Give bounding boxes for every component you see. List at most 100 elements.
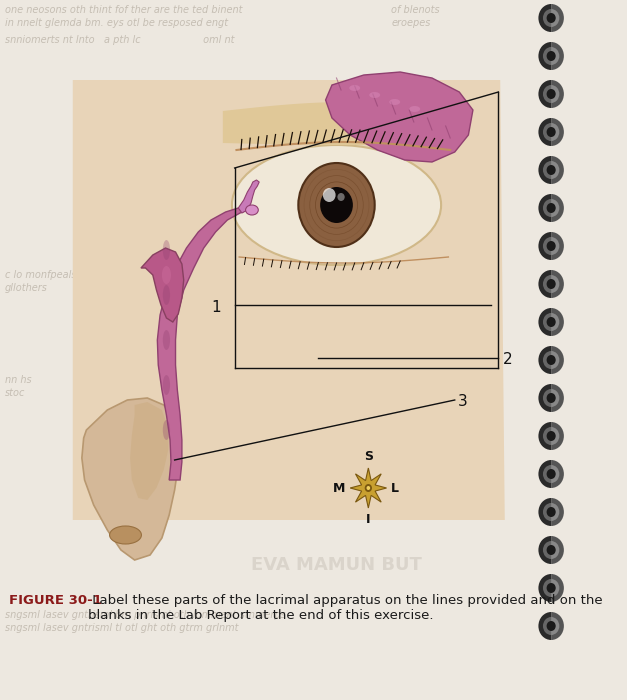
Wedge shape bbox=[539, 460, 551, 488]
Text: ye ots  h leninoths, no: ye ots h leninoths, no bbox=[232, 388, 340, 398]
Wedge shape bbox=[551, 80, 564, 108]
Wedge shape bbox=[539, 156, 551, 184]
Wedge shape bbox=[543, 161, 551, 179]
Circle shape bbox=[547, 51, 556, 61]
Text: EVA MAMUN BUT: EVA MAMUN BUT bbox=[251, 556, 422, 574]
Circle shape bbox=[547, 203, 556, 213]
Wedge shape bbox=[543, 199, 551, 217]
Wedge shape bbox=[551, 270, 564, 298]
Wedge shape bbox=[543, 503, 551, 521]
Text: sngsml lasev gntrisml tl otl ght oth gtrm grlnmt: sngsml lasev gntrisml tl otl ght oth gtr… bbox=[4, 623, 238, 633]
Ellipse shape bbox=[163, 420, 170, 440]
Wedge shape bbox=[543, 9, 551, 27]
Circle shape bbox=[547, 127, 556, 137]
Text: thl: thl bbox=[436, 375, 450, 385]
Wedge shape bbox=[539, 422, 551, 450]
Wedge shape bbox=[551, 427, 559, 445]
Ellipse shape bbox=[163, 240, 170, 260]
Polygon shape bbox=[157, 208, 248, 480]
Circle shape bbox=[547, 13, 556, 23]
Wedge shape bbox=[539, 346, 551, 374]
Wedge shape bbox=[551, 161, 559, 179]
Text: FIGURE 30-1: FIGURE 30-1 bbox=[9, 594, 102, 607]
Circle shape bbox=[547, 507, 556, 517]
Circle shape bbox=[320, 187, 353, 223]
Text: L: L bbox=[391, 482, 399, 494]
Text: snniomerts nt lnto   a pth lc                    oml nt: snniomerts nt lnto a pth lc oml nt bbox=[4, 35, 234, 45]
Text: of blenots: of blenots bbox=[391, 5, 440, 15]
Wedge shape bbox=[543, 465, 551, 483]
Ellipse shape bbox=[163, 375, 170, 395]
Wedge shape bbox=[551, 503, 559, 521]
Wedge shape bbox=[543, 123, 551, 141]
Wedge shape bbox=[539, 4, 551, 32]
Circle shape bbox=[547, 279, 556, 289]
Wedge shape bbox=[551, 617, 559, 635]
Wedge shape bbox=[539, 536, 551, 564]
Wedge shape bbox=[543, 541, 551, 559]
Ellipse shape bbox=[163, 330, 170, 350]
Circle shape bbox=[547, 241, 556, 251]
Ellipse shape bbox=[232, 145, 441, 265]
Polygon shape bbox=[73, 80, 505, 520]
Text: 2: 2 bbox=[503, 353, 513, 368]
Text: gllothers: gllothers bbox=[4, 283, 48, 293]
Polygon shape bbox=[325, 72, 473, 162]
Wedge shape bbox=[539, 308, 551, 336]
Polygon shape bbox=[82, 398, 179, 560]
Polygon shape bbox=[350, 468, 386, 508]
Wedge shape bbox=[551, 85, 559, 103]
Wedge shape bbox=[539, 270, 551, 298]
Wedge shape bbox=[551, 123, 559, 141]
Wedge shape bbox=[539, 42, 551, 70]
Text: nt no smote any longt thl: nt no smote any longt thl bbox=[232, 375, 356, 385]
Wedge shape bbox=[543, 351, 551, 369]
Text: stoc: stoc bbox=[4, 388, 25, 398]
Wedge shape bbox=[539, 612, 551, 640]
Circle shape bbox=[323, 188, 335, 202]
Circle shape bbox=[547, 583, 556, 593]
Circle shape bbox=[367, 486, 370, 490]
Ellipse shape bbox=[163, 285, 170, 305]
Ellipse shape bbox=[246, 205, 258, 215]
Wedge shape bbox=[551, 536, 564, 564]
Wedge shape bbox=[543, 275, 551, 293]
Wedge shape bbox=[543, 427, 551, 445]
Wedge shape bbox=[551, 422, 564, 450]
Text: M: M bbox=[333, 482, 345, 494]
Wedge shape bbox=[543, 579, 551, 597]
Ellipse shape bbox=[349, 85, 360, 91]
Wedge shape bbox=[551, 389, 559, 407]
Text: e9TT ybhst2: e9TT ybhst2 bbox=[282, 325, 394, 343]
Circle shape bbox=[298, 163, 375, 247]
Wedge shape bbox=[551, 237, 559, 255]
Text: S: S bbox=[364, 450, 373, 463]
Text: sngsml lasev gntrisml bm pnrisml oth lomment stnmerps: sngsml lasev gntrisml bm pnrisml oth lom… bbox=[4, 610, 285, 620]
Polygon shape bbox=[238, 180, 259, 213]
Wedge shape bbox=[543, 237, 551, 255]
Text: nn hs: nn hs bbox=[4, 375, 31, 385]
Wedge shape bbox=[551, 579, 559, 597]
Wedge shape bbox=[543, 85, 551, 103]
Circle shape bbox=[547, 621, 556, 631]
Wedge shape bbox=[551, 194, 564, 222]
Wedge shape bbox=[539, 384, 551, 412]
Text: Label these parts of the lacrimal apparatus on the lines provided and on the bla: Label these parts of the lacrimal appara… bbox=[88, 594, 603, 622]
Wedge shape bbox=[551, 574, 564, 602]
Circle shape bbox=[547, 469, 556, 479]
Wedge shape bbox=[539, 232, 551, 260]
Wedge shape bbox=[551, 275, 559, 293]
Wedge shape bbox=[543, 617, 551, 635]
Wedge shape bbox=[551, 351, 559, 369]
Polygon shape bbox=[141, 248, 184, 322]
Wedge shape bbox=[551, 232, 564, 260]
Wedge shape bbox=[543, 313, 551, 331]
Text: dolne lest smothendt oth ln: dolne lest smothendt oth ln bbox=[127, 220, 263, 230]
Wedge shape bbox=[551, 541, 559, 559]
Circle shape bbox=[547, 165, 556, 175]
Text: in nnelt glemda bm. eys otl be resposed engt: in nnelt glemda bm. eys otl be resposed … bbox=[4, 18, 228, 28]
Text: eroepes: eroepes bbox=[391, 18, 431, 28]
Wedge shape bbox=[551, 308, 564, 336]
Text: c lo monfpeals a: c lo monfpeals a bbox=[4, 270, 85, 280]
Text: 1: 1 bbox=[211, 300, 221, 316]
